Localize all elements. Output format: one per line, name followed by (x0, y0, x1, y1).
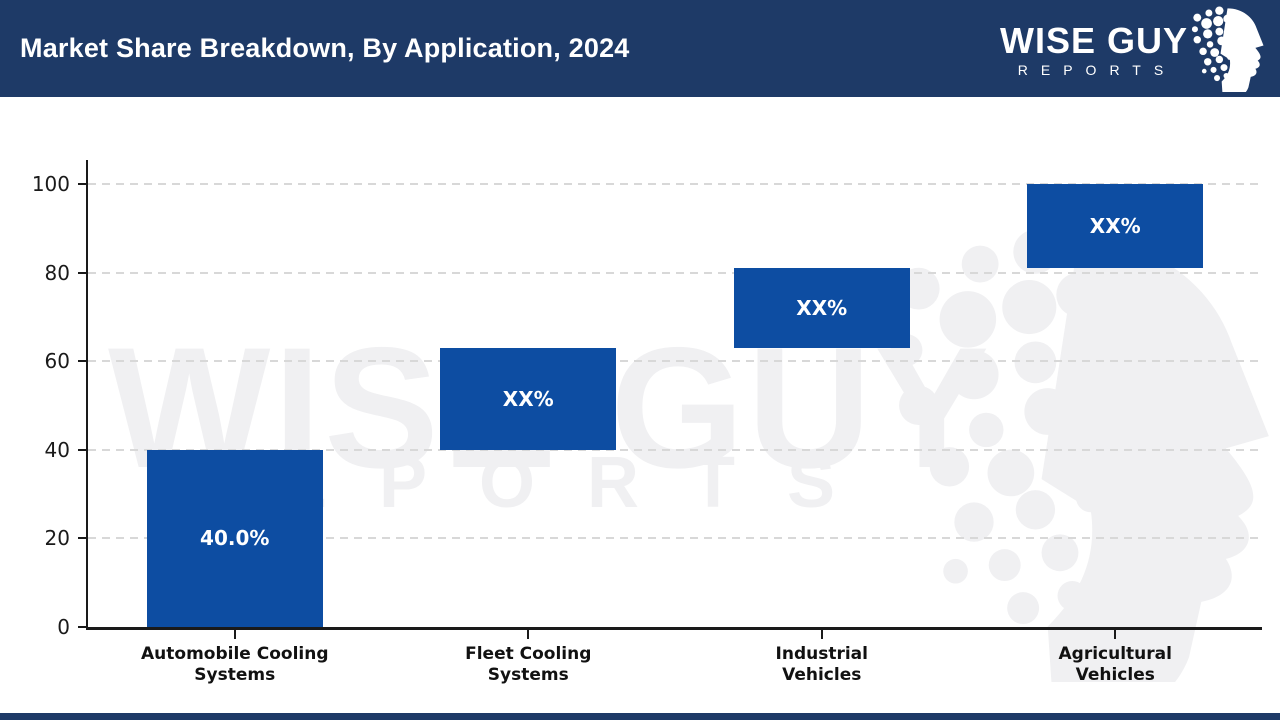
category-label: Agricultural Vehicles (1058, 644, 1172, 686)
bar-value-label: 40.0% (200, 526, 270, 551)
y-tick-label: 100 (31, 172, 70, 196)
gridline (88, 183, 1262, 185)
category-label: Automobile Cooling Systems (141, 644, 329, 686)
wiseguy-face-icon (1191, 5, 1264, 92)
y-tick-mark (78, 183, 86, 185)
y-tick-label: 40 (44, 437, 70, 462)
bar-value-label: XX% (502, 386, 554, 411)
y-tick-label: 60 (44, 349, 70, 374)
bar-value-label: XX% (796, 296, 848, 321)
gridline (88, 271, 1262, 274)
brand-logo: WISE GUY REPORTS (1000, 5, 1266, 92)
bar-segment: XX% (440, 347, 617, 450)
gridline (88, 448, 1262, 451)
footer-accent-bar (0, 713, 1280, 720)
bar-segment: 40.0% (146, 449, 323, 627)
gridline (88, 537, 1262, 540)
category-label: Industrial Vehicles (775, 644, 868, 686)
y-tick-label: 0 (57, 615, 70, 639)
x-tick-mark (233, 630, 236, 639)
category-label: Fleet Cooling Systems (465, 644, 592, 686)
gridline (88, 360, 1262, 363)
y-tick-mark (78, 448, 86, 451)
bar-segment: XX% (733, 268, 910, 348)
page-title: Market Share Breakdown, By Application, … (20, 33, 630, 63)
y-tick-mark (78, 271, 86, 274)
header-banner: Market Share Breakdown, By Application, … (0, 0, 1280, 97)
bar-segment: XX% (1027, 184, 1204, 269)
y-tick-label: 80 (44, 260, 70, 285)
x-tick-mark (820, 630, 823, 639)
x-tick-mark (1114, 630, 1117, 639)
y-tick-mark (78, 360, 86, 363)
plot-region: 0 20 40 60 80 100 40.0% Automobile Cooling Syst… (32, 160, 1262, 685)
brand-wordmark: WISE GUY REPORTS (1000, 20, 1188, 78)
x-axis-line (86, 627, 1262, 630)
brand-subtitle: REPORTS (1017, 61, 1177, 78)
chart-area: WISE GUY REPORTS 0 20 40 60 80 100 40.0% Automo… (0, 97, 1280, 712)
y-tick-mark (78, 626, 86, 628)
y-tick-label: 20 (44, 526, 70, 551)
brand-name: WISE GUY (999, 19, 1188, 61)
x-tick-mark (527, 630, 530, 639)
y-axis-line (86, 160, 88, 629)
y-tick-mark (78, 537, 86, 540)
bar-value-label: XX% (1089, 214, 1141, 239)
